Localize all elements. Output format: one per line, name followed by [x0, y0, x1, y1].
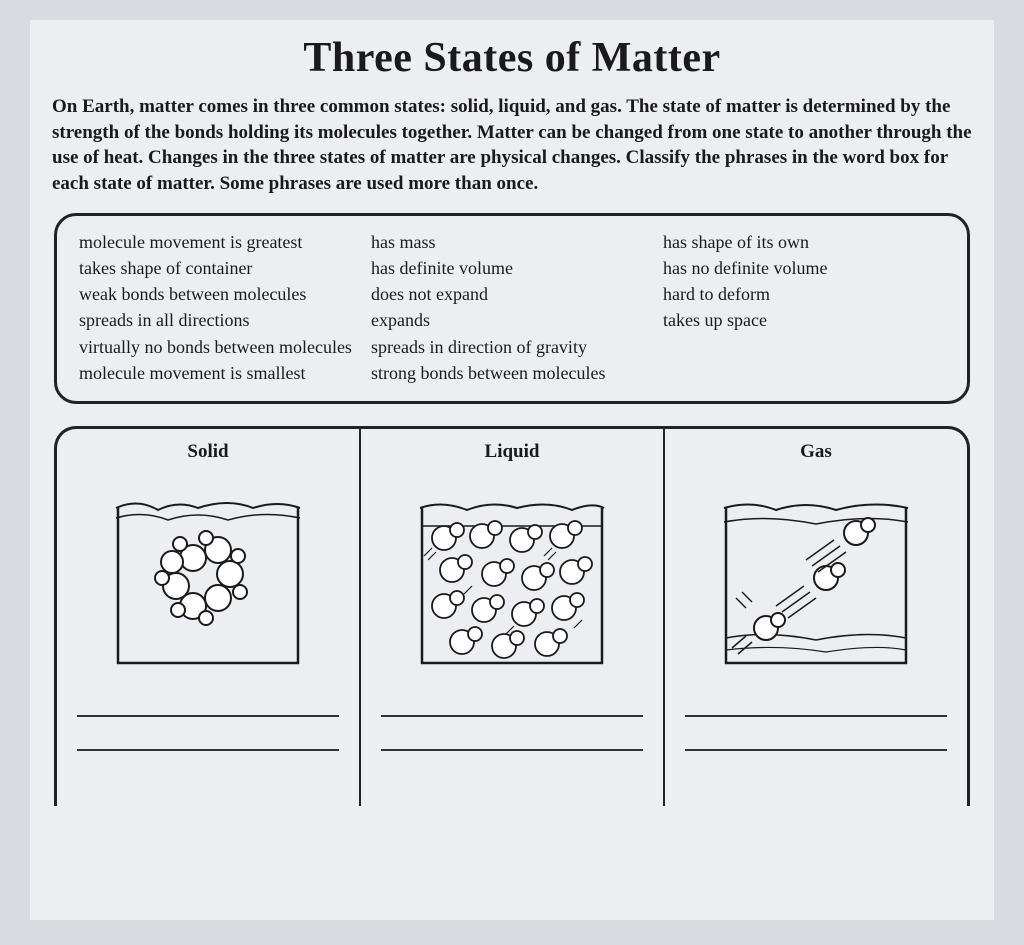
wordbox-col-3: has shape of its own has no definite vol… [663, 230, 945, 386]
blank-line[interactable] [685, 689, 947, 717]
blank-line[interactable] [685, 723, 947, 751]
answer-lines-gas [665, 683, 967, 757]
column-liquid: Liquid [361, 429, 665, 806]
phrase: strong bonds between molecules [371, 361, 653, 385]
wordbox-col-2: has mass has definite volume does not ex… [371, 230, 653, 386]
blank-line[interactable] [77, 723, 339, 751]
solid-molecules-icon [98, 478, 318, 678]
phrase: hard to deform [663, 282, 945, 306]
phrase: spreads in direction of gravity [371, 335, 653, 359]
phrase: takes up space [663, 308, 945, 332]
word-box: molecule movement is greatest takes shap… [54, 213, 970, 405]
blank-line[interactable] [77, 689, 339, 717]
phrase: has no definite volume [663, 256, 945, 280]
page-title: Three States of Matter [48, 34, 976, 82]
wordbox-col-1: molecule movement is greatest takes shap… [79, 230, 361, 386]
phrase: molecule movement is greatest [79, 230, 361, 254]
blank-line[interactable] [381, 723, 643, 751]
column-solid: Solid [57, 429, 361, 806]
column-heading-gas: Gas [665, 429, 967, 473]
phrase: expands [371, 308, 653, 332]
phrase: weak bonds between molecules [79, 282, 361, 306]
liquid-molecules-icon [402, 478, 622, 678]
phrase: virtually no bonds between molecules [79, 335, 361, 359]
worksheet-page: Three States of Matter On Earth, matter … [30, 20, 994, 920]
phrase: molecule movement is smallest [79, 361, 361, 385]
answer-lines-solid [57, 683, 359, 757]
phrase: has shape of its own [663, 230, 945, 254]
phrase: takes shape of container [79, 256, 361, 280]
diagram-liquid [361, 473, 663, 683]
gas-molecules-icon [706, 478, 926, 678]
diagram-solid [57, 473, 359, 683]
column-heading-solid: Solid [57, 429, 359, 473]
phrase: has definite volume [371, 256, 653, 280]
phrase: spreads in all directions [79, 308, 361, 332]
phrase: has mass [371, 230, 653, 254]
column-gas: Gas [665, 429, 967, 806]
diagram-gas [665, 473, 967, 683]
column-heading-liquid: Liquid [361, 429, 663, 473]
intro-paragraph: On Earth, matter comes in three common s… [52, 94, 972, 197]
answer-panel: Solid [54, 426, 970, 806]
answer-lines-liquid [361, 683, 663, 757]
phrase: does not expand [371, 282, 653, 306]
blank-line[interactable] [381, 689, 643, 717]
